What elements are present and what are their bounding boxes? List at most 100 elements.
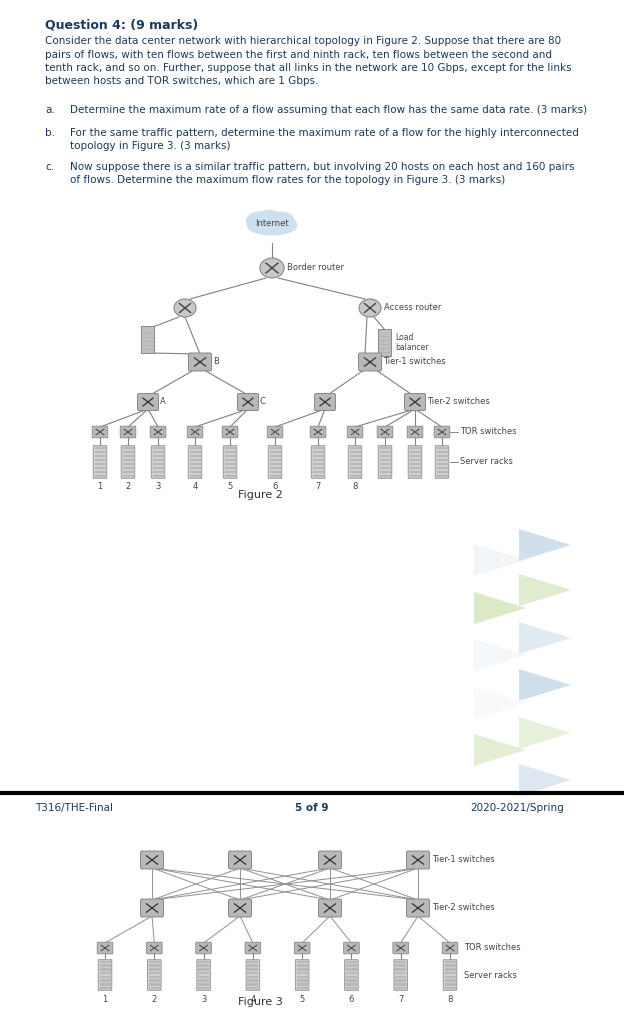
FancyBboxPatch shape — [296, 976, 308, 978]
FancyBboxPatch shape — [270, 447, 281, 450]
FancyBboxPatch shape — [435, 446, 449, 479]
FancyBboxPatch shape — [394, 959, 407, 990]
Text: A: A — [160, 397, 166, 407]
FancyBboxPatch shape — [122, 455, 134, 457]
FancyBboxPatch shape — [94, 451, 105, 453]
FancyBboxPatch shape — [296, 972, 308, 975]
FancyBboxPatch shape — [295, 942, 310, 954]
Text: tenth rack, and so on. Further, suppose that all links in the network are 10 Gbp: tenth rack, and so on. Further, suppose … — [45, 63, 572, 73]
FancyBboxPatch shape — [313, 474, 323, 478]
FancyBboxPatch shape — [379, 459, 391, 461]
FancyBboxPatch shape — [245, 942, 261, 954]
FancyBboxPatch shape — [296, 968, 308, 971]
FancyBboxPatch shape — [409, 455, 421, 457]
FancyBboxPatch shape — [149, 976, 160, 978]
FancyBboxPatch shape — [147, 942, 162, 954]
FancyBboxPatch shape — [406, 899, 429, 917]
FancyBboxPatch shape — [349, 451, 361, 453]
FancyBboxPatch shape — [92, 426, 108, 438]
FancyBboxPatch shape — [225, 455, 235, 457]
FancyBboxPatch shape — [313, 459, 323, 461]
FancyBboxPatch shape — [349, 470, 361, 473]
FancyBboxPatch shape — [318, 851, 341, 869]
FancyBboxPatch shape — [313, 462, 323, 465]
FancyBboxPatch shape — [395, 968, 406, 971]
FancyBboxPatch shape — [152, 447, 163, 450]
FancyBboxPatch shape — [122, 462, 134, 465]
FancyBboxPatch shape — [196, 942, 212, 954]
FancyBboxPatch shape — [270, 451, 281, 453]
FancyBboxPatch shape — [270, 455, 281, 457]
FancyBboxPatch shape — [147, 959, 161, 990]
FancyBboxPatch shape — [190, 455, 200, 457]
Text: Now suppose there is a similar traffic pattern, but involving 20 hosts on each h: Now suppose there is a similar traffic p… — [70, 162, 575, 172]
FancyBboxPatch shape — [296, 987, 308, 989]
Ellipse shape — [247, 215, 297, 235]
FancyBboxPatch shape — [313, 451, 323, 453]
FancyBboxPatch shape — [349, 466, 361, 469]
FancyBboxPatch shape — [225, 470, 235, 473]
Text: between hosts and TOR switches, which are 1 Gbps.: between hosts and TOR switches, which ar… — [45, 76, 318, 86]
Text: Question 4: (9 marks): Question 4: (9 marks) — [45, 18, 198, 31]
FancyBboxPatch shape — [190, 462, 200, 465]
FancyBboxPatch shape — [98, 959, 112, 990]
FancyBboxPatch shape — [359, 353, 381, 371]
FancyBboxPatch shape — [407, 426, 423, 438]
FancyBboxPatch shape — [404, 393, 426, 411]
FancyBboxPatch shape — [346, 972, 357, 975]
FancyBboxPatch shape — [379, 462, 391, 465]
FancyBboxPatch shape — [247, 964, 258, 967]
Text: 6: 6 — [272, 482, 278, 491]
FancyBboxPatch shape — [187, 426, 203, 438]
Text: 4: 4 — [192, 482, 198, 491]
Text: of flows. Determine the maximum flow rates for the topology in Figure 3. (3 mark: of flows. Determine the maximum flow rat… — [70, 175, 505, 185]
FancyBboxPatch shape — [395, 976, 406, 978]
FancyBboxPatch shape — [409, 474, 421, 478]
FancyBboxPatch shape — [190, 466, 200, 469]
FancyBboxPatch shape — [122, 451, 134, 453]
FancyBboxPatch shape — [223, 446, 236, 479]
FancyBboxPatch shape — [198, 987, 209, 989]
FancyBboxPatch shape — [149, 987, 160, 989]
FancyBboxPatch shape — [409, 451, 421, 453]
FancyBboxPatch shape — [409, 459, 421, 461]
FancyBboxPatch shape — [437, 451, 447, 453]
Text: Server racks: Server racks — [460, 457, 513, 466]
FancyBboxPatch shape — [247, 968, 258, 971]
FancyBboxPatch shape — [122, 466, 134, 469]
Polygon shape — [474, 544, 526, 576]
FancyBboxPatch shape — [152, 462, 163, 465]
FancyBboxPatch shape — [379, 330, 391, 356]
Text: pairs of flows, with ten flows between the first and ninth rack, ten flows betwe: pairs of flows, with ten flows between t… — [45, 49, 552, 60]
FancyBboxPatch shape — [270, 470, 281, 473]
FancyBboxPatch shape — [444, 960, 456, 963]
FancyBboxPatch shape — [443, 959, 457, 990]
FancyBboxPatch shape — [349, 462, 361, 465]
FancyBboxPatch shape — [94, 459, 105, 461]
FancyBboxPatch shape — [444, 976, 456, 978]
FancyBboxPatch shape — [122, 459, 134, 461]
FancyBboxPatch shape — [346, 983, 357, 986]
FancyBboxPatch shape — [349, 474, 361, 478]
FancyBboxPatch shape — [120, 426, 136, 438]
Polygon shape — [519, 574, 571, 606]
Text: T316/THE-Final: T316/THE-Final — [35, 803, 113, 813]
FancyBboxPatch shape — [198, 964, 209, 967]
FancyBboxPatch shape — [395, 960, 406, 963]
Polygon shape — [474, 592, 526, 624]
Text: Access router: Access router — [384, 304, 441, 312]
Ellipse shape — [270, 213, 293, 228]
FancyBboxPatch shape — [349, 455, 361, 457]
Text: 4: 4 — [250, 995, 255, 1004]
FancyBboxPatch shape — [140, 851, 163, 869]
FancyBboxPatch shape — [188, 446, 202, 479]
FancyBboxPatch shape — [270, 466, 281, 469]
FancyBboxPatch shape — [228, 851, 251, 869]
FancyBboxPatch shape — [442, 942, 458, 954]
FancyBboxPatch shape — [296, 960, 308, 963]
FancyBboxPatch shape — [379, 447, 391, 450]
FancyBboxPatch shape — [349, 459, 361, 461]
FancyBboxPatch shape — [225, 459, 235, 461]
FancyBboxPatch shape — [247, 987, 258, 989]
FancyBboxPatch shape — [97, 942, 113, 954]
